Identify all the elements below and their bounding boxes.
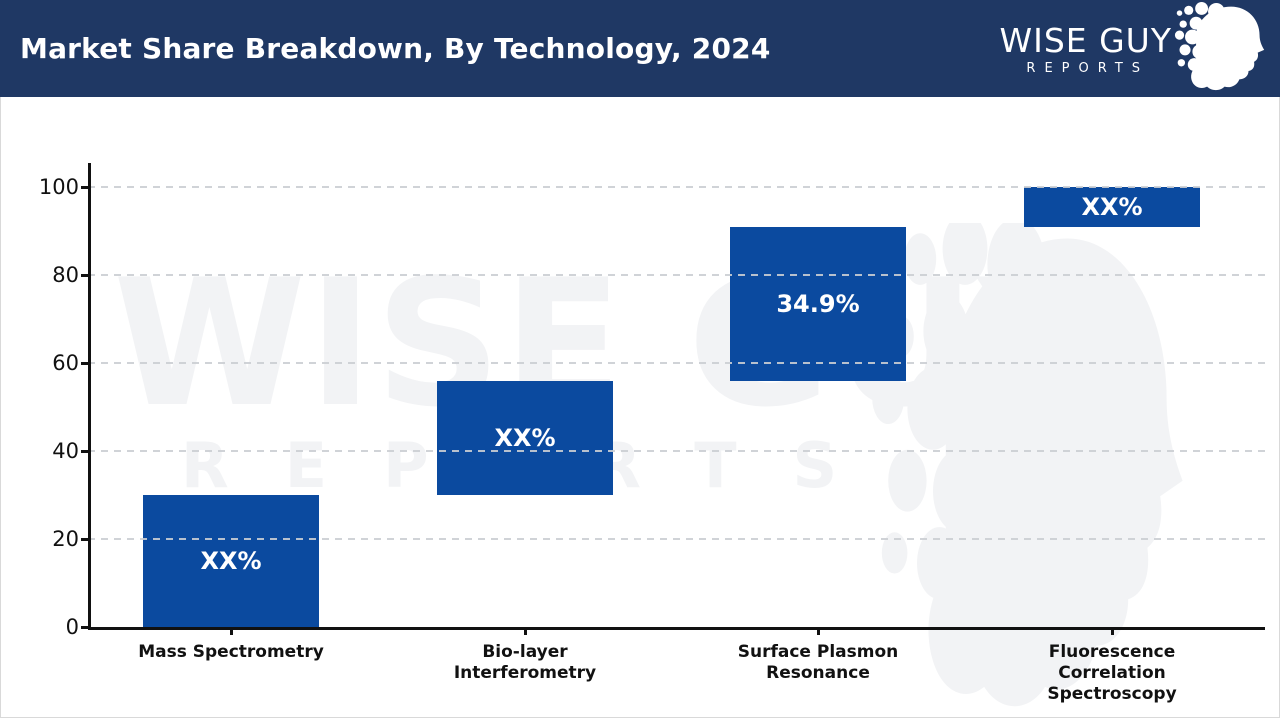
bar-segment: 34.9% bbox=[730, 227, 906, 381]
x-category-label: Mass Spectrometry bbox=[81, 642, 381, 663]
x-tick-mark bbox=[1111, 629, 1114, 635]
x-tick-mark bbox=[230, 629, 233, 635]
x-category-label: Fluorescence Correlation Spectroscopy bbox=[962, 642, 1262, 705]
y-tick-mark bbox=[81, 626, 88, 629]
x-category-line: Correlation bbox=[1058, 663, 1166, 683]
x-category-line: Spectroscopy bbox=[1047, 684, 1177, 704]
x-category-line: Surface Plasmon bbox=[737, 642, 899, 662]
x-category-line: Interferometry bbox=[453, 663, 597, 683]
y-tick-label: 40 bbox=[52, 439, 79, 463]
y-tick-label: 60 bbox=[52, 351, 79, 375]
header-bar: Market Share Breakdown, By Technology, 2… bbox=[0, 0, 1280, 97]
y-tick-mark bbox=[81, 362, 88, 365]
y-tick-mark bbox=[81, 538, 88, 541]
x-category-line: Resonance bbox=[766, 663, 870, 683]
bar-value-label: XX% bbox=[200, 547, 262, 575]
brand-text: WISE GUY REPORTS bbox=[999, 21, 1172, 76]
gridline bbox=[88, 450, 1265, 452]
bar-value-label: 34.9% bbox=[776, 289, 860, 318]
y-tick-label: 20 bbox=[52, 527, 79, 551]
y-tick-label: 80 bbox=[52, 263, 79, 287]
y-axis-line bbox=[88, 163, 91, 629]
x-tick-mark bbox=[817, 629, 820, 635]
brand-name: WISE GUY bbox=[999, 21, 1172, 60]
gridline bbox=[88, 362, 1265, 364]
gridline bbox=[88, 538, 1265, 540]
y-tick-mark bbox=[81, 450, 88, 453]
gridline bbox=[88, 186, 1265, 188]
y-tick-mark bbox=[81, 186, 88, 189]
bar-segment: XX% bbox=[1024, 187, 1200, 228]
x-category-line: Bio-layer bbox=[482, 642, 568, 662]
x-category-label: Bio-layer Interferometry bbox=[375, 642, 675, 684]
x-tick-mark bbox=[524, 629, 527, 635]
y-tick-label: 100 bbox=[38, 175, 79, 199]
bar-segment: XX% bbox=[143, 495, 319, 627]
x-category-line: Mass Spectrometry bbox=[138, 642, 324, 662]
y-tick-label: 0 bbox=[65, 615, 79, 639]
brand-logo: WISE GUY REPORTS bbox=[999, 0, 1266, 97]
chart-title: Market Share Breakdown, By Technology, 2… bbox=[20, 32, 771, 65]
x-category-line: Fluorescence bbox=[1048, 642, 1176, 662]
x-axis-line bbox=[88, 627, 1265, 630]
y-tick-mark bbox=[81, 274, 88, 277]
bar-segment: XX% bbox=[437, 380, 613, 495]
chart-area: WISE GUY REPORTS XX%XX%34.9%XX%020406080… bbox=[0, 97, 1280, 718]
bar-value-label: XX% bbox=[494, 423, 556, 452]
x-category-label: Surface Plasmon Resonance bbox=[668, 642, 968, 684]
brand-face-icon bbox=[1174, 1, 1266, 96]
bar-value-label: XX% bbox=[1081, 193, 1143, 222]
gridline bbox=[88, 274, 1265, 276]
brand-subtitle: REPORTS bbox=[1026, 61, 1150, 76]
